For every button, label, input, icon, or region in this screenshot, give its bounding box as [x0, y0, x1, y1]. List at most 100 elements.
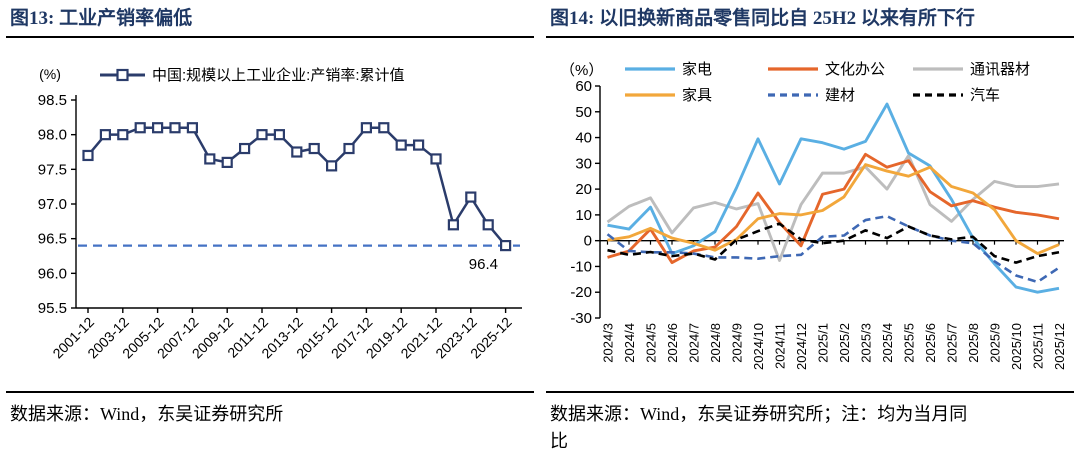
- data-marker: [413, 139, 425, 151]
- x-tick-label: 2024/5: [644, 323, 659, 363]
- y-tick-label: 10: [575, 207, 592, 224]
- data-marker: [395, 139, 407, 151]
- x-tick-label: 2024/10: [751, 323, 766, 370]
- data-marker: [256, 129, 268, 141]
- y-tick-label: 40: [575, 130, 592, 147]
- series-line: [607, 163, 1060, 256]
- x-tick-label: 2025/3: [859, 323, 874, 363]
- x-tick-label: 2024/3: [601, 323, 616, 363]
- series-家具: [607, 163, 1060, 256]
- series-line: [607, 152, 1060, 265]
- x-tick-label: 2024/11: [773, 323, 788, 369]
- data-marker: [169, 122, 181, 134]
- series-line: [607, 102, 1060, 294]
- y-tick-label: 50: [575, 104, 592, 121]
- data-marker: [326, 160, 338, 172]
- y-axis-unit: （%）: [560, 62, 603, 79]
- data-marker: [465, 191, 477, 203]
- data-marker: [99, 129, 112, 141]
- series-通讯器材: [606, 154, 1060, 262]
- x-tick-label: 2025/2: [837, 323, 852, 363]
- legend-marker-icon: [116, 68, 129, 82]
- y-tick-label: 60: [575, 78, 592, 95]
- legend-item-家电: 家电: [625, 61, 712, 78]
- x-tick-label: 2025/12: [1052, 323, 1067, 370]
- figure-14-chart: -30 -20 -10 0 10 20 30 40 50 60（%） 2024/3 2024/4 202…: [560, 61, 1067, 370]
- x-axis: 2001-122003-122005-122007-122009-122011-…: [49, 307, 522, 361]
- legend-item-通讯器材: 通讯器材: [913, 61, 1030, 78]
- data-marker: [360, 122, 372, 134]
- legend-label: 中国:规模以上工业企业:产销率:累计值: [152, 66, 405, 84]
- y-tick-label: -30: [570, 310, 592, 327]
- series-line: [606, 214, 1060, 284]
- data-marker: [343, 142, 355, 155]
- last-value-label: 96.4: [469, 256, 498, 273]
- data-marker: [239, 142, 251, 155]
- series-文化办公: [607, 152, 1060, 265]
- legend-item-文化办公: 文化办公: [768, 61, 885, 78]
- legend-label: 通讯器材: [970, 61, 1030, 78]
- data-marker: [482, 219, 494, 231]
- x-tick-label: 2025/11: [1031, 323, 1046, 369]
- y-tick-label: -20: [570, 284, 592, 301]
- y-tick-label: 96.5: [38, 231, 67, 248]
- x-tick-label: 2024/7: [687, 323, 702, 363]
- data-marker: [378, 122, 390, 134]
- figure-13-source: 数据来源：Wind，东吴证券研究所: [6, 391, 534, 428]
- legend-label: 文化办公: [825, 61, 885, 78]
- y-tick-label: -10: [570, 258, 592, 275]
- legend-item-家具: 家具: [625, 87, 712, 104]
- series-建材: [606, 214, 1060, 284]
- figure-13-title: 图13: 工业产销率偏低: [6, 0, 534, 38]
- figure-13-chart: 95.5 96.0 96.5 97.0 97.5 98.0 98.5 (%) 2001-1220…: [38, 66, 522, 361]
- legend-label: 汽车: [970, 87, 1000, 104]
- data-marker: [82, 149, 94, 162]
- y-tick-label: 0: [584, 233, 592, 250]
- y-tick-label: 98.5: [38, 92, 67, 109]
- y-axis-unit: (%): [39, 66, 61, 82]
- figure-13-panel: 图13: 工业产销率偏低 95.5 96.0 96.5 97.0 97.5 98.0 98.…: [0, 0, 540, 455]
- series-line: [607, 222, 1060, 264]
- legend-label: 建材: [825, 87, 855, 104]
- data-marker: [186, 122, 198, 134]
- data-marker: [134, 122, 146, 134]
- y-axis: 95.5 96.0 96.5 97.0 97.5 98.0 98.5 (%): [38, 66, 77, 317]
- legend-label: 家电: [682, 61, 712, 78]
- x-tick-label: 2024/4: [622, 323, 637, 363]
- source-text: 数据来源：Wind，东吴证券研究所: [10, 404, 284, 424]
- y-tick-label: 20: [575, 181, 592, 198]
- data-marker: [447, 219, 459, 231]
- y-tick-label: 97.0: [38, 196, 67, 213]
- figure-14-title: 图14: 以旧换新商品零售同比自 25H2 以来有所下行: [546, 0, 1074, 38]
- y-axis: -30 -20 -10 0 10 20 30 40 50 60（%）: [560, 62, 603, 327]
- x-tick-label: 2025/8: [966, 323, 981, 363]
- legend-item-汽车: 汽车: [913, 87, 1000, 104]
- x-tick-label: 2025/7: [945, 323, 960, 363]
- x-tick-label: 2025/5: [902, 323, 917, 363]
- data-marker: [500, 240, 512, 252]
- y-tick-label: 97.5: [38, 161, 67, 178]
- x-tick-label: 2024/8: [708, 323, 723, 363]
- data-marker: [273, 129, 285, 141]
- x-tick-label: 2024/12: [794, 323, 809, 370]
- figure-14-source: 数据来源：Wind，东吴证券研究所；注：均为当月同比: [546, 391, 1074, 455]
- x-tick-label: 2025/4: [880, 323, 895, 363]
- data-marker: [204, 153, 216, 165]
- x-tick-label: 2025/1: [816, 323, 831, 363]
- data-marker: [291, 146, 303, 158]
- x-tick-label: 2024/6: [665, 323, 680, 363]
- series-汽车: [607, 222, 1060, 264]
- data-marker: [430, 153, 442, 165]
- series-产销率: [82, 122, 512, 252]
- y-tick-label: 30: [575, 155, 592, 172]
- data-marker: [308, 142, 320, 155]
- y-tick-label: 95.5: [38, 300, 67, 317]
- source-text: 数据来源：Wind，东吴证券研究所；注：均为当月同比: [550, 404, 968, 451]
- series-家电: [607, 102, 1060, 294]
- figure-14-panel: 图14: 以旧换新商品零售同比自 25H2 以来有所下行 -30 -20 -10 0 1…: [540, 0, 1080, 455]
- legend-item-建材: 建材: [768, 87, 855, 104]
- data-marker: [152, 122, 164, 134]
- x-tick-label: 2025/10: [1009, 323, 1024, 370]
